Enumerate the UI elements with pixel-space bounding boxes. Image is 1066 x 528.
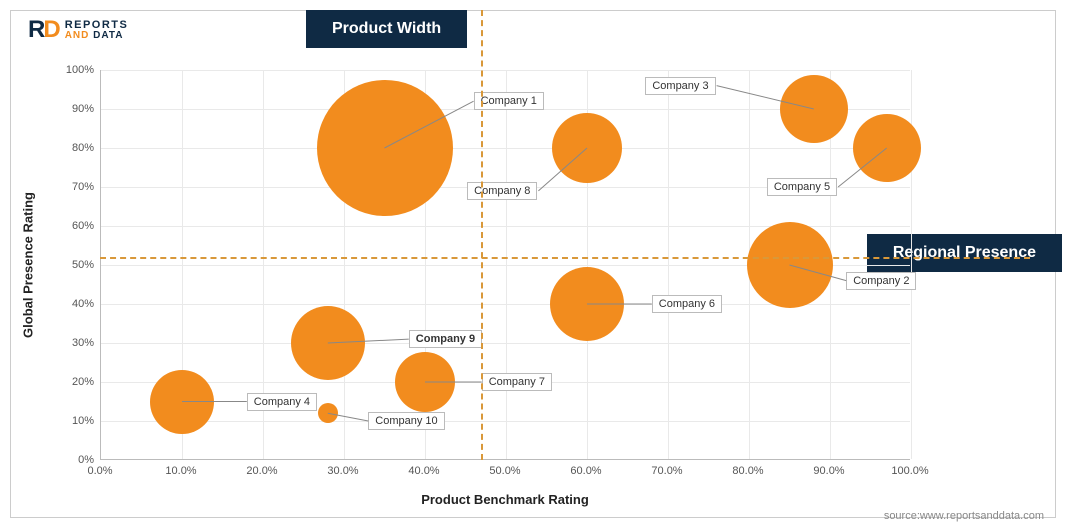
x-tick: 90.0%: [813, 465, 844, 477]
y-tick: 90%: [54, 103, 94, 115]
x-tick: 80.0%: [732, 465, 763, 477]
bubble-c5: [853, 114, 921, 182]
x-tick: 70.0%: [651, 465, 682, 477]
y-tick: 100%: [54, 64, 94, 76]
x-tick: 60.0%: [570, 465, 601, 477]
y-tick: 10%: [54, 415, 94, 427]
bubble-c1: [317, 80, 453, 216]
logo: R D REPORTS AND DATA: [28, 16, 128, 44]
x-tick: 50.0%: [489, 465, 520, 477]
logo-and: AND: [65, 30, 90, 41]
hgrid: [101, 70, 910, 71]
hgrid: [101, 148, 910, 149]
source-text: source:www.reportsanddata.com: [884, 510, 1044, 522]
bubble-label-c1: Company 1: [474, 92, 544, 110]
y-tick: 40%: [54, 298, 94, 310]
y-tick: 60%: [54, 220, 94, 232]
x-tick: 0.0%: [87, 465, 112, 477]
x-tick: 20.0%: [246, 465, 277, 477]
bubble-label-c10: Company 10: [368, 412, 444, 430]
x-tick: 40.0%: [408, 465, 439, 477]
bubble-label-c5: Company 5: [767, 178, 837, 196]
bubble-label-c3: Company 3: [645, 77, 715, 95]
y-tick: 80%: [54, 142, 94, 154]
logo-d: D: [43, 16, 60, 44]
bubble-label-c7: Company 7: [482, 373, 552, 391]
bubble-label-c4: Company 4: [247, 393, 317, 411]
bubble-label-c8: Company 8: [467, 182, 537, 200]
bubble-label-c9: Company 9: [409, 330, 482, 348]
x-tick: 100.0%: [891, 465, 928, 477]
y-tick: 20%: [54, 376, 94, 388]
banner-product-width: Product Width: [306, 10, 467, 48]
logo-data: DATA: [89, 30, 123, 41]
hgrid: [101, 343, 910, 344]
bubble-c7: [395, 352, 455, 412]
bubble-c4: [150, 370, 214, 434]
y-tick: 70%: [54, 181, 94, 193]
bubble-chart: Company 1Company 2Company 3Company 4Comp…: [100, 70, 910, 460]
bubble-c6: [550, 267, 624, 341]
y-axis-label: Global Presence Rating: [21, 192, 36, 338]
x-tick: 10.0%: [165, 465, 196, 477]
divider-vertical: [481, 10, 483, 460]
bubble-c9: [291, 306, 365, 380]
plot-area: Company 1Company 2Company 3Company 4Comp…: [100, 70, 910, 460]
bubble-c8: [552, 113, 622, 183]
x-axis-label: Product Benchmark Rating: [421, 492, 589, 507]
x-tick: 30.0%: [327, 465, 358, 477]
logo-text: REPORTS AND DATA: [65, 20, 129, 41]
bubble-label-c6: Company 6: [652, 295, 722, 313]
bubble-c3: [780, 75, 848, 143]
bubble-c2: [747, 222, 833, 308]
y-tick: 50%: [54, 259, 94, 271]
logo-mark: R D: [28, 16, 61, 44]
hgrid: [101, 421, 910, 422]
y-tick: 0%: [54, 454, 94, 466]
bubble-c10: [318, 403, 338, 423]
logo-line2: AND DATA: [65, 31, 129, 41]
y-tick: 30%: [54, 337, 94, 349]
divider-horizontal: [100, 257, 1030, 259]
bubble-label-c2: Company 2: [846, 272, 916, 290]
